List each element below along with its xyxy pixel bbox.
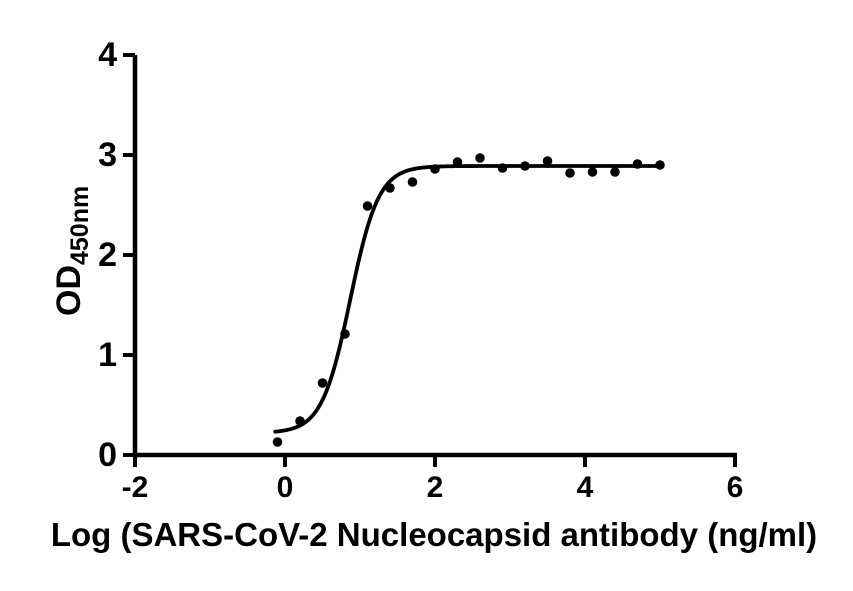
x-axis-title: Log (SARS-CoV-2 Nucleocapsid antibody (n… (51, 516, 817, 553)
y-axis-title-main: OD (50, 265, 88, 316)
data-point (317, 378, 328, 388)
data-point (520, 161, 530, 171)
x-tick-label: 4 (577, 471, 594, 504)
data-point (610, 167, 620, 177)
fit-curve (273, 164, 665, 434)
y-axis-title: OD450nm (50, 186, 94, 316)
data-point (407, 177, 418, 187)
data-point (565, 168, 575, 178)
data-point (452, 157, 463, 167)
data-point (295, 416, 305, 426)
data-point (340, 329, 350, 339)
y-tick-label: 1 (98, 336, 117, 374)
x-tick-label: 2 (427, 471, 444, 504)
y-tick-label: 0 (98, 436, 117, 474)
y-tick-label: 2 (98, 236, 117, 274)
y-tick-label: 3 (98, 136, 117, 174)
data-point (385, 183, 395, 193)
data-point (655, 160, 665, 170)
data-point (632, 159, 643, 169)
data-point (272, 437, 283, 447)
y-axis-title-subscript: 450nm (66, 186, 94, 265)
data-point (475, 153, 485, 163)
data-point (542, 156, 553, 166)
y-tick-label: 4 (98, 36, 117, 74)
x-tick-label: 6 (727, 471, 744, 504)
data-point (497, 163, 508, 173)
data-point (587, 167, 598, 177)
data-point (430, 164, 440, 174)
x-tick-label: -2 (122, 471, 149, 504)
data-point (362, 201, 373, 211)
x-tick-label: 0 (277, 471, 294, 504)
